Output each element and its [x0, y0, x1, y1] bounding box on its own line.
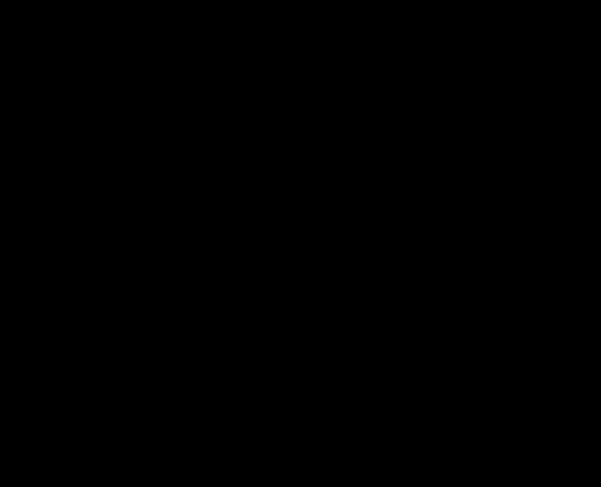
Text: Arrows show the wind wave direction: Arrows show the wind wave direction — [184, 23, 417, 36]
Text: Secondary Swell energy on Saturday 22 Mar at 6am GMT: Secondary Swell energy on Saturday 22 Ma… — [32, 13, 569, 32]
